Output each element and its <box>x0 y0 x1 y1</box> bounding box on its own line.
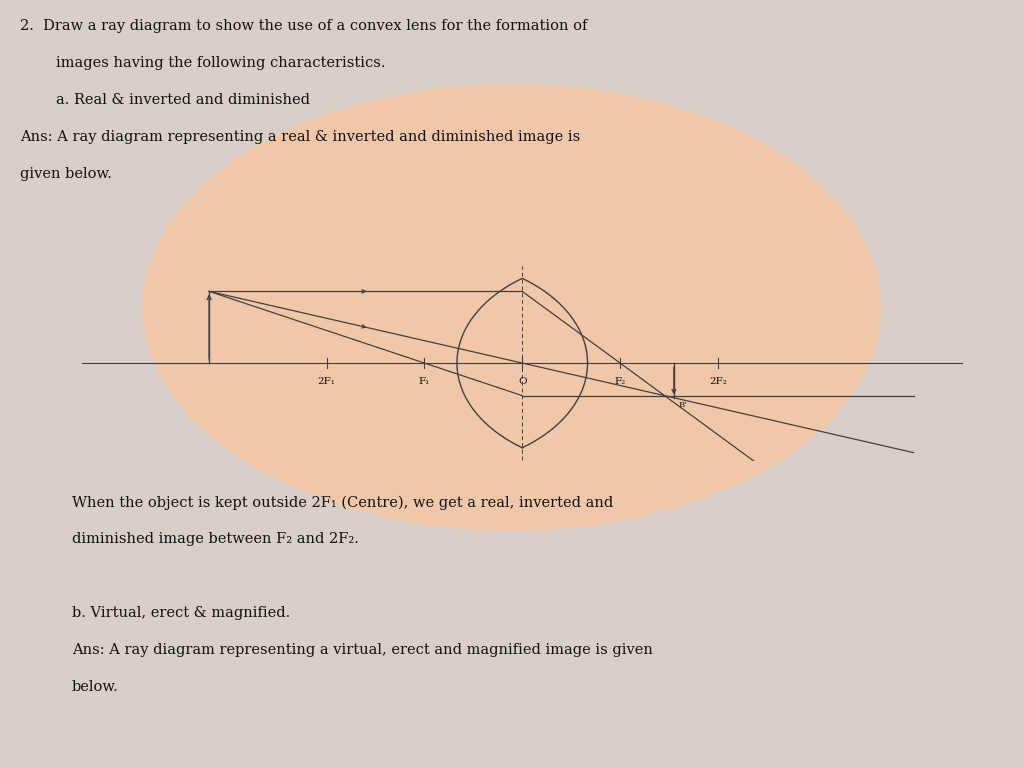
Text: given below.: given below. <box>20 167 113 180</box>
Text: Ans: A ray diagram representing a virtual, erect and magnified image is given: Ans: A ray diagram representing a virtua… <box>72 643 652 657</box>
Text: below.: below. <box>72 680 119 694</box>
Text: 2F₁: 2F₁ <box>317 377 336 386</box>
Text: F₂: F₂ <box>614 377 626 386</box>
Text: B': B' <box>679 401 687 409</box>
Text: O: O <box>518 377 526 386</box>
Text: diminished image between F₂ and 2F₂.: diminished image between F₂ and 2F₂. <box>72 532 358 546</box>
Text: images having the following characteristics.: images having the following characterist… <box>56 56 386 70</box>
Text: a. Real & inverted and diminished: a. Real & inverted and diminished <box>56 93 310 107</box>
Text: 2F₂: 2F₂ <box>709 377 727 386</box>
Text: F₁: F₁ <box>419 377 430 386</box>
Text: Ans: A ray diagram representing a real & inverted and diminished image is: Ans: A ray diagram representing a real &… <box>20 130 581 144</box>
Ellipse shape <box>143 84 881 530</box>
Text: When the object is kept outside 2F₁ (Centre), we get a real, inverted and: When the object is kept outside 2F₁ (Cen… <box>72 495 613 510</box>
Text: b. Virtual, erect & magnified.: b. Virtual, erect & magnified. <box>72 606 290 620</box>
Text: 2.  Draw a ray diagram to show the use of a convex lens for the formation of: 2. Draw a ray diagram to show the use of… <box>20 19 588 33</box>
